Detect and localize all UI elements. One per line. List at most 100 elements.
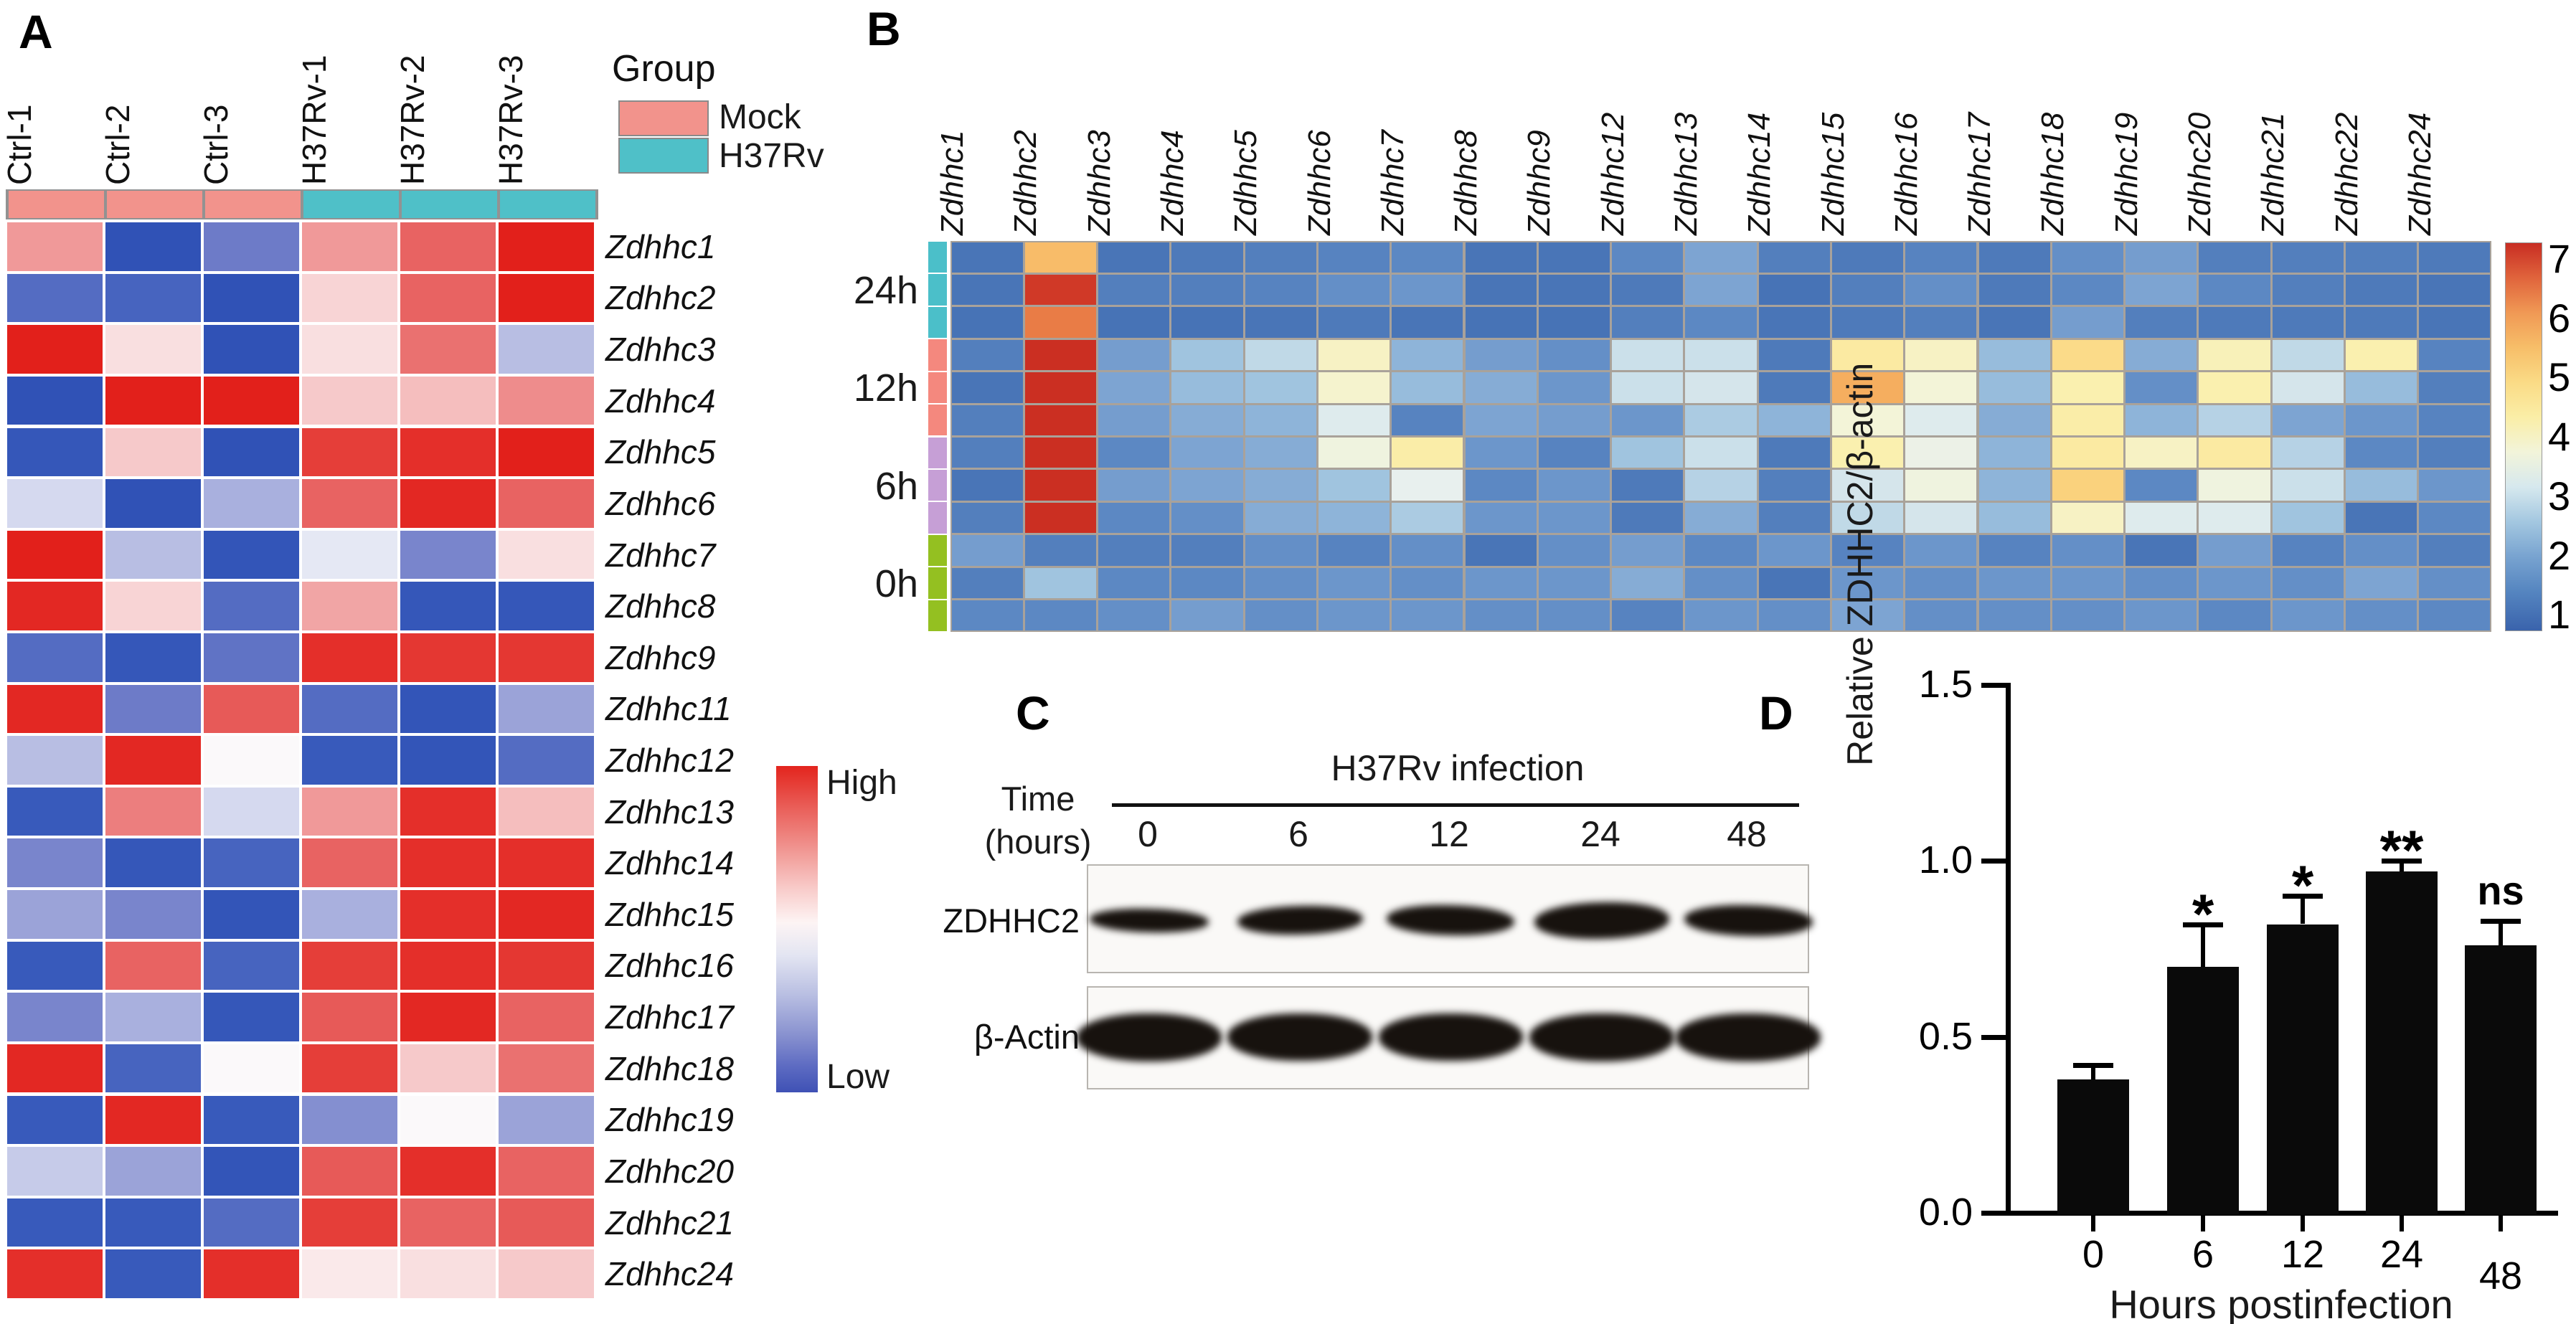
heatmap-cell xyxy=(2199,242,2270,273)
heatmap-cell xyxy=(1024,372,1097,403)
heatmap-cell xyxy=(951,274,1023,306)
bar-chart-y-axis xyxy=(2006,683,2011,1216)
panel-b-colorbar-tick: 1 xyxy=(2548,592,2571,637)
heatmap-cell xyxy=(400,582,496,630)
heatmap-cell xyxy=(400,530,496,580)
heatmap-cell xyxy=(302,633,397,682)
panel-b-column-label: Zdhhc8 xyxy=(1448,130,1483,235)
heatmap-cell xyxy=(7,1044,103,1093)
heatmap-cell xyxy=(1245,307,1316,338)
heatmap-cell xyxy=(499,941,594,990)
heatmap-cell xyxy=(2199,470,2270,501)
heatmap-cell xyxy=(2199,600,2270,631)
significance-label: ** xyxy=(2379,818,2424,881)
heatmap-cell xyxy=(302,736,397,785)
heatmap-cell xyxy=(1245,405,1316,435)
panel-a-heatmap xyxy=(6,221,595,1300)
panel-a-row-label: Zdhhc5 xyxy=(605,433,716,471)
heatmap-cell xyxy=(1831,600,1904,631)
heatmap-cell xyxy=(1465,567,1537,599)
heatmap-cell xyxy=(105,890,201,939)
heatmap-cell xyxy=(1392,372,1463,403)
panel-b-column-label: Zdhhc19 xyxy=(2109,112,2144,235)
heatmap-cell xyxy=(400,427,496,477)
heatmap-cell xyxy=(400,787,496,836)
heatmap-cell xyxy=(2052,405,2124,435)
heatmap-cell xyxy=(1171,438,1243,468)
heatmap-cell xyxy=(499,787,594,836)
heatmap-cell xyxy=(2272,470,2344,501)
panel-a-row-label: Zdhhc19 xyxy=(605,1101,735,1138)
heatmap-cell xyxy=(302,530,397,580)
heatmap-cell xyxy=(1978,502,2050,534)
heatmap-cell xyxy=(1905,438,1977,468)
x-tick-label: 0 xyxy=(2082,1233,2105,1276)
heatmap-cell xyxy=(2345,405,2417,435)
heatmap-cell xyxy=(105,222,201,271)
bar-chart-xlabel: Hours postinfection xyxy=(2109,1282,2453,1324)
heatmap-cell xyxy=(2126,405,2197,435)
heatmap-cell xyxy=(302,1198,397,1247)
heatmap-cell xyxy=(1171,502,1243,534)
heatmap-cell xyxy=(1758,307,1830,338)
heatmap-cell xyxy=(1612,535,1684,566)
heatmap-cell xyxy=(1392,600,1463,631)
heatmap-cell xyxy=(7,479,103,528)
heatmap-cell xyxy=(1465,600,1537,631)
blot-lane-label: 0 xyxy=(1138,814,1158,854)
heatmap-cell xyxy=(400,273,496,323)
blot-time-label-line1: Time xyxy=(1001,780,1075,818)
heatmap-cell xyxy=(1098,242,1170,273)
heatmap-cell xyxy=(1538,405,1610,435)
legend-label-h37rv: H37Rv xyxy=(719,137,824,175)
heatmap-cell xyxy=(204,890,299,939)
blot-time-label-line2: (hours) xyxy=(984,823,1092,861)
error-bar-stem xyxy=(2400,861,2404,871)
panel-b-column-label: Zdhhc20 xyxy=(2182,112,2217,235)
heatmap-cell xyxy=(1831,242,1904,273)
panel-b-column-label: Zdhhc17 xyxy=(1962,112,1997,235)
heatmap-cell xyxy=(1831,535,1904,566)
heatmap-cell xyxy=(1245,438,1316,468)
heatmap-cell xyxy=(2272,438,2344,468)
heatmap-cell xyxy=(400,838,496,887)
heatmap-cell xyxy=(1685,502,1757,534)
y-tick-label: 1.5 xyxy=(1918,663,1973,706)
heatmap-cell xyxy=(2199,274,2270,306)
heatmap-cell xyxy=(2052,567,2124,599)
blot-band-zdhhc2 xyxy=(1386,903,1515,937)
panel-b-column-label: Zdhhc24 xyxy=(2402,112,2438,235)
heatmap-cell xyxy=(1465,502,1537,534)
panel-b-column-label: Zdhhc3 xyxy=(1082,130,1117,235)
group-strip-cell xyxy=(402,191,497,218)
blot-lane-label: 24 xyxy=(1580,814,1620,854)
heatmap-cell xyxy=(1758,274,1830,306)
heatmap-cell xyxy=(2052,600,2124,631)
panel-a-column-label: H37Rv-3 xyxy=(492,55,529,185)
heatmap-cell xyxy=(400,1147,496,1196)
x-tick-mark xyxy=(2091,1216,2095,1231)
blot-band-actin xyxy=(1378,1013,1523,1061)
heatmap-cell xyxy=(2052,535,2124,566)
heatmap-cell xyxy=(105,582,201,630)
heatmap-cell xyxy=(1612,339,1684,371)
heatmap-cell xyxy=(105,1147,201,1196)
panel-a-row-label: Zdhhc21 xyxy=(605,1204,735,1242)
heatmap-cell xyxy=(1538,242,1610,273)
panel-b-column-label: Zdhhc7 xyxy=(1375,130,1410,235)
heatmap-cell xyxy=(499,376,594,425)
heatmap-cell xyxy=(1024,535,1097,566)
heatmap-cell xyxy=(302,993,397,1041)
group-strip-cell xyxy=(500,191,595,218)
heatmap-cell xyxy=(1098,535,1170,566)
panel-d-label: D xyxy=(1759,686,1793,739)
heatmap-cell xyxy=(1538,438,1610,468)
legend-label-mock: Mock xyxy=(719,98,801,136)
heatmap-cell xyxy=(1612,438,1684,468)
heatmap-cell xyxy=(302,1044,397,1093)
heatmap-cell xyxy=(2126,470,2197,501)
heatmap-cell xyxy=(1098,567,1170,599)
heatmap-cell xyxy=(1245,600,1316,631)
heatmap-cell xyxy=(2345,307,2417,338)
heatmap-cell xyxy=(1978,567,2050,599)
